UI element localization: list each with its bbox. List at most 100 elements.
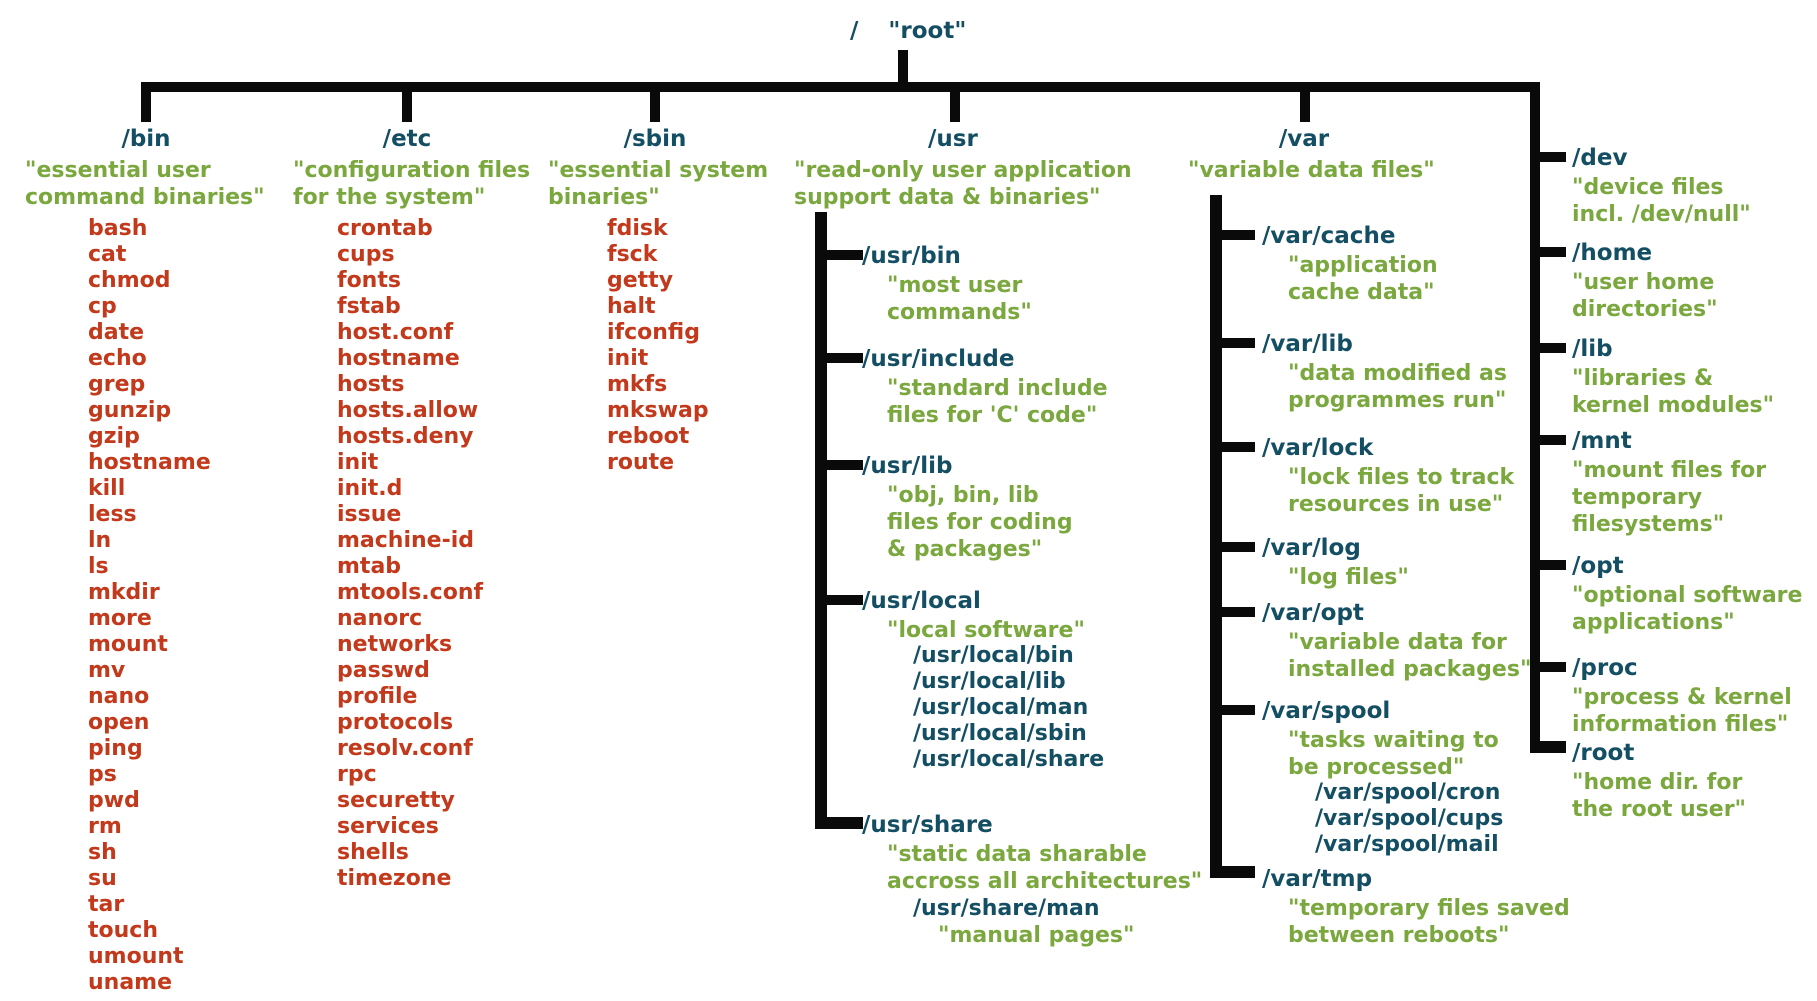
list-item: fdisk <box>607 216 668 241</box>
list-item: mtab <box>337 554 402 579</box>
list-item: shells <box>337 840 409 865</box>
list-item: networks <box>337 632 453 657</box>
list-item: securetty <box>337 788 455 813</box>
list-item: ln <box>88 528 112 553</box>
dir-dev-label: /dev <box>1572 145 1628 171</box>
dir-opt-label: /opt <box>1572 553 1624 579</box>
list-item: ifconfig <box>607 320 700 345</box>
dir-var-label: /var <box>1278 126 1330 152</box>
list-item: timezone <box>337 866 452 891</box>
dir-proc-desc: "process & kernel information files" <box>1572 685 1792 737</box>
dir-usr-label: /usr <box>928 126 978 152</box>
root-slash: / <box>850 18 859 44</box>
dir-proc-label: /proc <box>1572 655 1638 681</box>
tree-line-drop-var <box>1300 92 1310 122</box>
dir-usr-local-label: /usr/local <box>862 588 981 614</box>
dir-usr-include-label: /usr/include <box>862 346 1015 372</box>
list-item: crontab <box>337 216 433 241</box>
dir-lib-label: /lib <box>1572 336 1613 362</box>
list-item: getty <box>607 268 674 293</box>
list-item: passwd <box>337 658 430 683</box>
list-item: services <box>337 814 439 839</box>
list-item: cups <box>337 242 395 267</box>
root-label: / "root" <box>850 18 966 44</box>
list-item: reboot <box>607 424 690 449</box>
tree-tick-lib <box>1530 343 1566 353</box>
list-item: /usr/local/lib <box>913 669 1066 694</box>
dir-var-lock-desc: "lock files to track resources in use" <box>1288 465 1515 517</box>
tree-line-top-bar <box>141 82 1540 92</box>
tree-line-var-vertical <box>1210 195 1222 878</box>
list-item: /usr/local/bin <box>913 643 1074 668</box>
list-item: less <box>88 502 137 527</box>
tree-line-root-stub <box>898 50 908 92</box>
list-item: pwd <box>88 788 140 813</box>
dir-opt-desc: "optional software applications" <box>1572 583 1803 635</box>
tree-line-right-vertical <box>1530 92 1540 753</box>
list-item: rpc <box>337 762 377 787</box>
dir-etc-label: /etc <box>382 126 432 152</box>
list-item: ls <box>88 554 109 579</box>
list-item: ping <box>88 736 143 761</box>
dir-home-desc: "user home directories" <box>1572 270 1718 322</box>
list-item: init.d <box>337 476 403 501</box>
list-item: hosts.allow <box>337 398 479 423</box>
dir-sbin-desc: "essential system binaries" <box>548 158 769 210</box>
dir-sbin-label: /sbin <box>623 126 687 152</box>
list-item: resolv.conf <box>337 736 473 761</box>
dir-usr-share-man-desc: "manual pages" <box>938 923 1135 948</box>
dir-mnt-desc: "mount files for temporary filesystems" <box>1572 458 1767 537</box>
tree-tick-proc <box>1530 662 1566 672</box>
dir-var-opt-desc: "variable data for installed packages" <box>1288 630 1532 682</box>
tree-tick-usr-local <box>815 595 863 605</box>
dir-var-opt-label: /var/opt <box>1262 600 1364 626</box>
list-item: mv <box>88 658 126 683</box>
list-item: mtools.conf <box>337 580 484 605</box>
dir-sbin-files: fdisk fsck getty halt ifconfig init mkfs mkswap… <box>607 216 709 476</box>
dir-root-dir-desc: "home dir. for the root user" <box>1572 770 1747 822</box>
tree-elbow-root-dir <box>1530 741 1566 753</box>
dir-var-lib-desc: "data modified as programmes run" <box>1288 361 1507 413</box>
dir-var-lib-label: /var/lib <box>1262 331 1353 357</box>
dir-etc-desc: "configuration files for the system" <box>293 158 531 210</box>
list-item: fsck <box>607 242 658 267</box>
dir-home-label: /home <box>1572 240 1653 266</box>
dir-var-spool-desc: "tasks waiting to be processed" <box>1288 728 1499 780</box>
tree-tick-var-spool <box>1210 705 1255 715</box>
dir-usr-desc: "read-only user application support data… <box>794 158 1132 210</box>
list-item: touch <box>88 918 158 943</box>
list-item: tar <box>88 892 125 917</box>
tree-tick-usr-lib <box>815 460 863 470</box>
dir-bin-desc: "essential user command binaries" <box>25 158 265 210</box>
dir-usr-bin-label: /usr/bin <box>862 243 961 269</box>
list-item: /var/spool/mail <box>1315 832 1499 857</box>
tree-elbow-var-tmp <box>1210 866 1255 878</box>
dir-usr-lib-label: /usr/lib <box>862 453 953 479</box>
dir-var-cache-label: /var/cache <box>1262 223 1396 249</box>
tree-tick-var-opt <box>1210 607 1255 617</box>
tree-tick-usr-bin <box>815 250 863 260</box>
list-item: halt <box>607 294 656 319</box>
list-item: machine-id <box>337 528 475 553</box>
dir-usr-share-desc: "static data sharable accross all archit… <box>887 842 1203 894</box>
list-item: hosts.deny <box>337 424 474 449</box>
list-item: more <box>88 606 152 631</box>
list-item: cat <box>88 242 127 267</box>
dir-usr-include-desc: "standard include files for 'C' code" <box>887 376 1108 428</box>
tree-tick-usr-include <box>815 353 863 363</box>
list-item: bash <box>88 216 148 241</box>
list-item: fonts <box>337 268 401 293</box>
list-item: /var/spool/cron <box>1315 780 1501 805</box>
dir-usr-lib-desc: "obj, bin, lib files for coding & packag… <box>887 483 1073 562</box>
tree-line-drop-etc <box>402 92 412 122</box>
list-item: init <box>337 450 379 475</box>
list-item: chmod <box>88 268 171 293</box>
list-item: grep <box>88 372 146 397</box>
dir-usr-local-subdirs: /usr/local/bin/usr/local/lib/usr/local/m… <box>913 643 1104 773</box>
dir-var-log-label: /var/log <box>1262 535 1361 561</box>
list-item: mount <box>88 632 168 657</box>
list-item: protocols <box>337 710 454 735</box>
list-item: init <box>607 346 649 371</box>
list-item: mkswap <box>607 398 709 423</box>
dir-var-spool-label: /var/spool <box>1262 698 1391 724</box>
